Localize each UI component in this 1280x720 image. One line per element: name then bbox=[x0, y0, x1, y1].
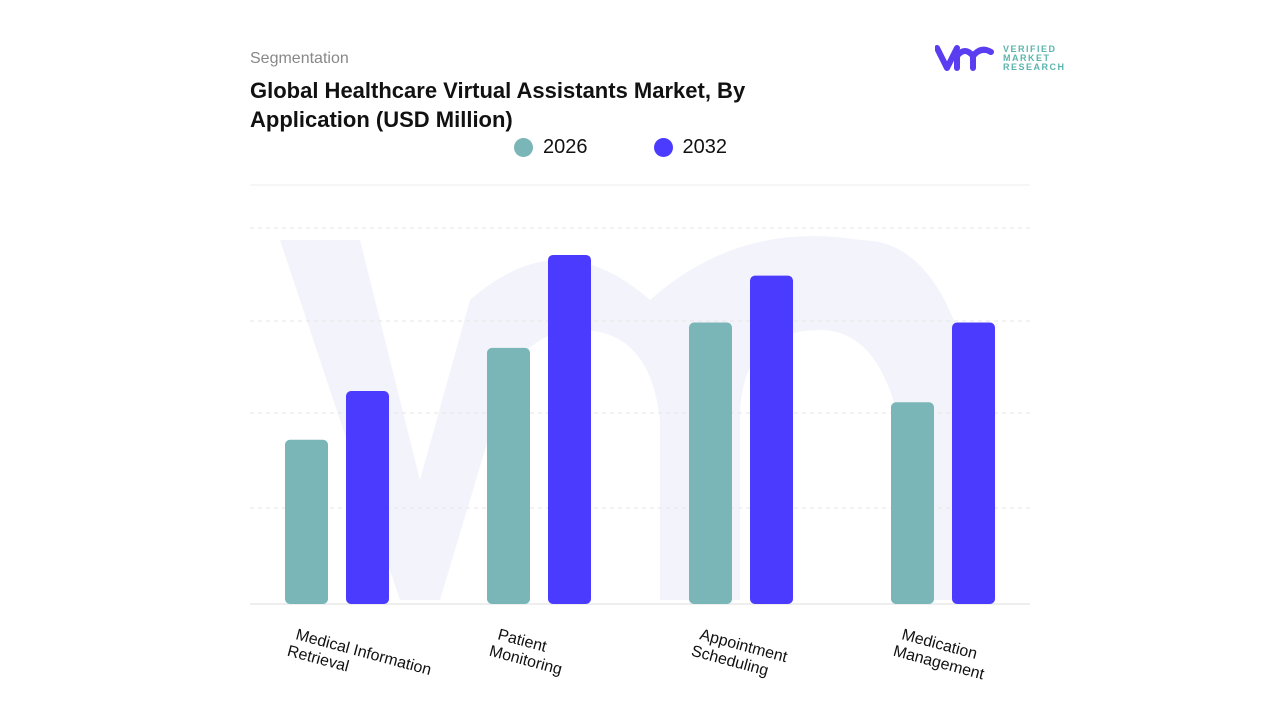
bar-2026-1 bbox=[487, 347, 530, 604]
chart-title: Global Healthcare Virtual Assistants Mar… bbox=[250, 78, 746, 132]
x-tick-label: MedicationManagement bbox=[891, 625, 991, 683]
legend-label: 2026 bbox=[543, 136, 588, 158]
legend-swatch-2032 bbox=[653, 138, 673, 157]
bar-2032-1 bbox=[548, 254, 591, 605]
vmr-logo: VERIFIED MARKET RESEARCH bbox=[935, 44, 1066, 72]
bar-2026-3 bbox=[891, 402, 934, 604]
x-tick-label: AppointmentScheduling bbox=[689, 625, 789, 683]
watermark bbox=[280, 236, 990, 600]
vmr-logo-icon bbox=[935, 45, 994, 71]
legend-item-2026: 2026 bbox=[514, 136, 588, 159]
legend-swatch-2026 bbox=[514, 138, 533, 157]
bar-2026-2 bbox=[689, 322, 732, 604]
legend-label: 2032 bbox=[682, 136, 728, 158]
logo-line: RESEARCH bbox=[1003, 61, 1066, 72]
legend: 2026 2032 bbox=[514, 136, 727, 159]
bar-2032-0 bbox=[346, 391, 389, 604]
logo-line: MARKET bbox=[1003, 52, 1051, 63]
bar-2032-3 bbox=[952, 322, 995, 604]
legend-item-2032: 2032 bbox=[653, 136, 728, 159]
bar-2032-2 bbox=[750, 275, 793, 604]
x-tick-label: PatientMonitoring bbox=[487, 625, 568, 678]
logo-line: VERIFIED bbox=[1003, 43, 1057, 54]
bar-2026-0 bbox=[285, 439, 328, 604]
x-tick-label: Medical InformationRetrieval bbox=[285, 625, 433, 696]
segment-label: Segmentation bbox=[250, 50, 349, 67]
